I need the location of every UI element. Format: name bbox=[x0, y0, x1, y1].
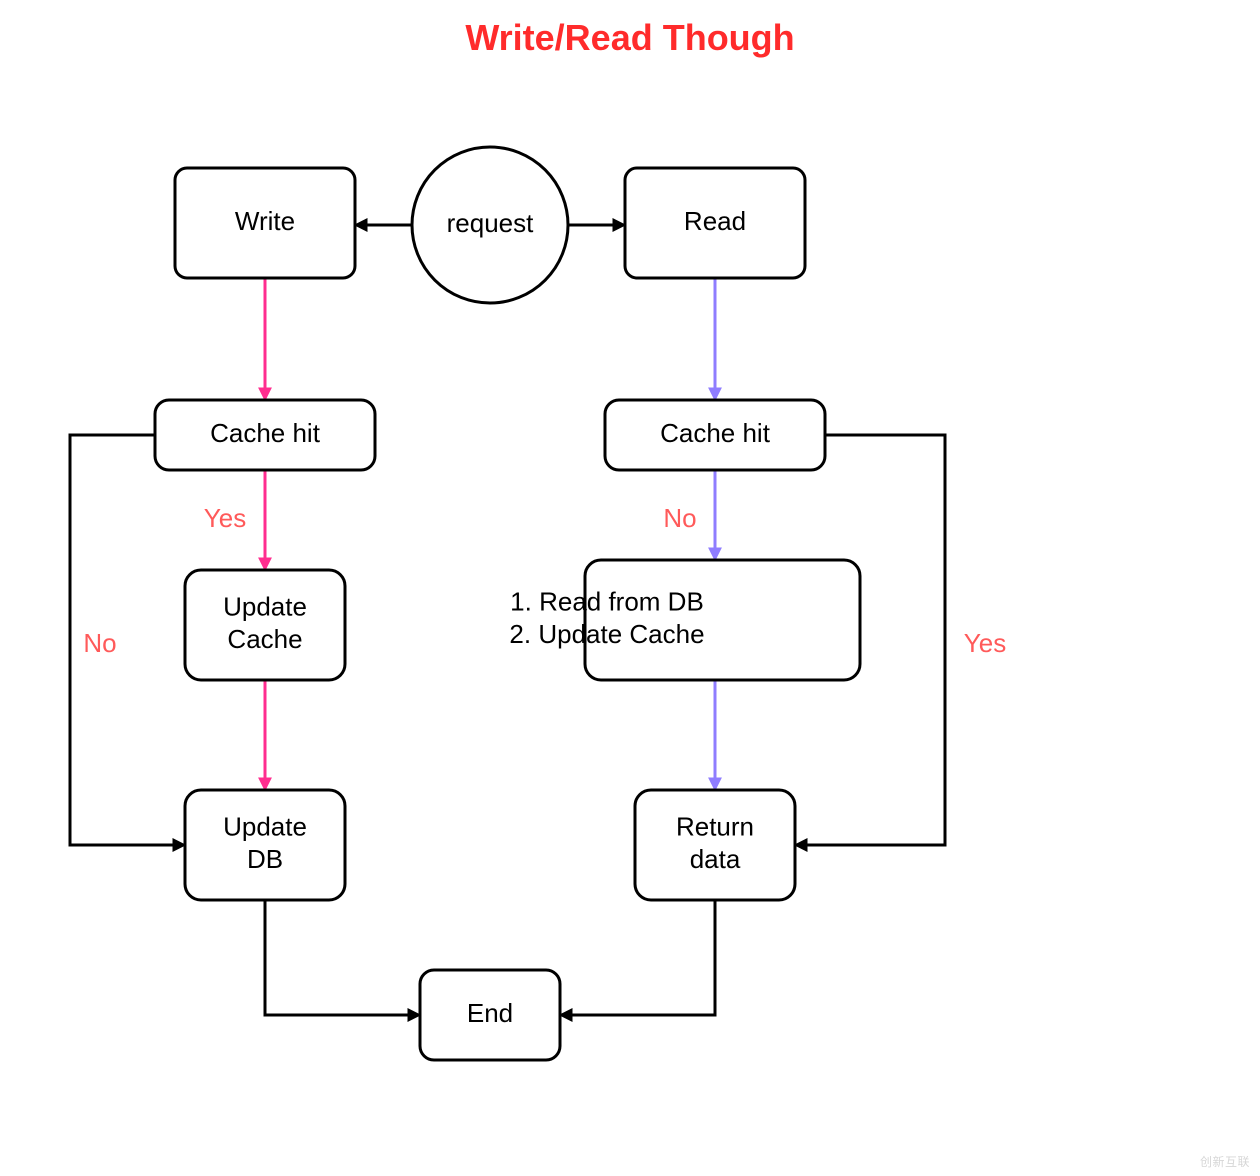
edge-upddb-end bbox=[265, 900, 420, 1015]
node-label-read_db-1: 2. Update Cache bbox=[509, 619, 704, 649]
node-label-return_data-1: data bbox=[690, 844, 741, 874]
edge-return-end bbox=[560, 900, 715, 1015]
node-label-cachehit_l-0: Cache hit bbox=[210, 418, 321, 448]
node-label-end-0: End bbox=[467, 998, 513, 1028]
node-cachehit_r: Cache hit bbox=[605, 400, 825, 470]
node-request: request bbox=[412, 147, 568, 303]
node-update_cache: UpdateCache bbox=[185, 570, 345, 680]
node-label-update_db-1: DB bbox=[247, 844, 283, 874]
node-read: Read bbox=[625, 168, 805, 278]
node-write: Write bbox=[175, 168, 355, 278]
node-return_data: Returndata bbox=[635, 790, 795, 900]
node-label-request-0: request bbox=[447, 208, 534, 238]
node-label-return_data-0: Return bbox=[676, 812, 754, 842]
edge-label-cache-r-yes-return: Yes bbox=[964, 628, 1006, 658]
node-label-update_db-0: Update bbox=[223, 812, 307, 842]
node-label-update_cache-0: Update bbox=[223, 592, 307, 622]
edge-label-cache-l-yes: Yes bbox=[204, 503, 246, 533]
diagram-title: Write/Read Though bbox=[465, 17, 794, 58]
watermark-text: 创新互联 bbox=[1200, 1153, 1250, 1170]
node-read_db: 1. Read from DB2. Update Cache bbox=[509, 560, 860, 680]
node-label-read-0: Read bbox=[684, 206, 746, 236]
node-label-cachehit_r-0: Cache hit bbox=[660, 418, 771, 448]
node-update_db: UpdateDB bbox=[185, 790, 345, 900]
edge-label-cache-r-no: No bbox=[663, 503, 696, 533]
node-label-write-0: Write bbox=[235, 206, 295, 236]
node-cachehit_l: Cache hit bbox=[155, 400, 375, 470]
node-end: End bbox=[420, 970, 560, 1060]
flowchart-canvas: Write/Read Though Yes No No Yes request Write R… bbox=[0, 0, 1260, 1176]
edge-label-cache-l-no-upddb: No bbox=[83, 628, 116, 658]
node-label-update_cache-1: Cache bbox=[227, 624, 302, 654]
node-label-read_db-0: 1. Read from DB bbox=[510, 587, 704, 617]
